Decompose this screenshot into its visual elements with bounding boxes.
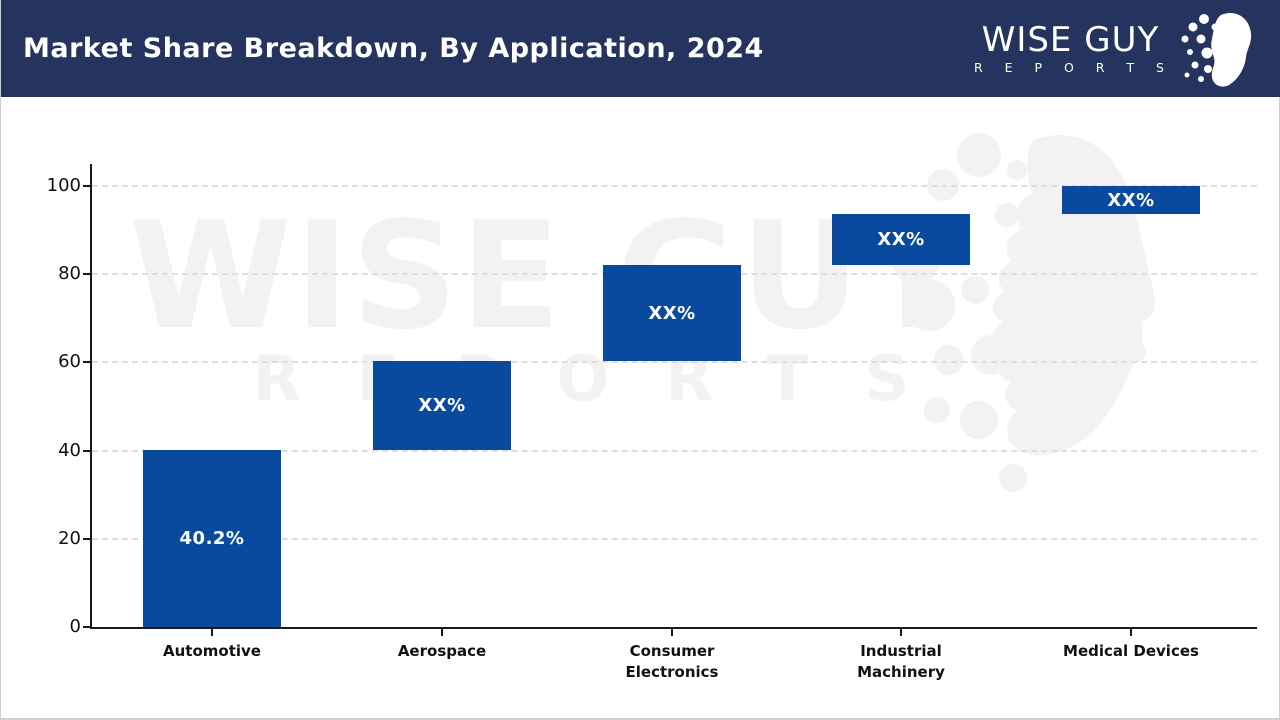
x-axis-category-label: Aerospace — [397, 642, 487, 660]
logo-subtext: R E P O R T S — [973, 59, 1173, 75]
bar-industrial-machinery: XX% — [832, 214, 970, 266]
bar-value-label: 40.2% — [179, 527, 245, 549]
x-axis-category-label: Medical Devices — [1063, 642, 1199, 660]
header-bar: Market Share Breakdown, By Application, … — [1, 0, 1280, 97]
x-axis-tick-mark — [441, 629, 443, 636]
y-axis-tick-label: 100 — [46, 175, 81, 196]
x-axis-category-label: Automotive — [163, 642, 261, 660]
bar-value-label: XX% — [418, 394, 466, 416]
x-axis-tick-mark — [211, 629, 213, 636]
bar-medical-devices: XX% — [1062, 186, 1200, 215]
bar-aerospace: XX% — [373, 361, 511, 450]
y-axis-tick-mark — [83, 273, 91, 276]
y-axis-tick-label: 20 — [58, 527, 81, 549]
logo-wordmark: WISE GUY — [981, 19, 1160, 60]
watermark-subtext: REPORTS — [253, 342, 966, 415]
y-axis-tick-label: 0 — [69, 616, 81, 637]
logo-text: WISE GUY R E P O R T S — [968, 23, 1173, 75]
bar-automotive: 40.2% — [143, 449, 281, 627]
y-axis-line — [90, 164, 92, 629]
wise-guy-logo: WISE GUY R E P O R T S — [968, 9, 1255, 89]
y-axis-tick-mark — [83, 185, 91, 187]
y-gridline — [92, 537, 1257, 540]
x-axis-line — [90, 627, 1257, 629]
bar-value-label: XX% — [1107, 189, 1155, 211]
y-axis-tick-label: 80 — [58, 263, 81, 285]
bar-value-label: XX% — [877, 229, 925, 251]
y-axis-tick-mark — [83, 537, 91, 540]
y-gridline — [92, 449, 1257, 452]
x-axis-tick-mark — [671, 629, 673, 636]
y-axis-tick-mark — [83, 449, 91, 452]
y-gridline — [92, 361, 1257, 364]
y-gridline — [92, 185, 1257, 187]
page-title: Market Share Breakdown, By Application, … — [23, 33, 764, 64]
y-axis-tick-mark — [83, 626, 91, 628]
x-axis-category-label: Consumer Electronics — [625, 642, 719, 681]
watermark-wordmark: WISE GUY — [129, 190, 972, 362]
y-axis-tick-label: 40 — [58, 439, 81, 461]
x-axis-category-label: Industrial Machinery — [857, 642, 945, 681]
logo-face-icon — [1181, 12, 1252, 87]
bar-consumer-electronics: XX% — [603, 265, 741, 362]
y-axis-tick-label: 60 — [58, 351, 81, 373]
y-axis-tick-mark — [83, 361, 91, 364]
x-axis-tick-mark — [1130, 629, 1132, 636]
x-axis-tick-mark — [900, 629, 902, 636]
bar-value-label: XX% — [648, 302, 696, 324]
